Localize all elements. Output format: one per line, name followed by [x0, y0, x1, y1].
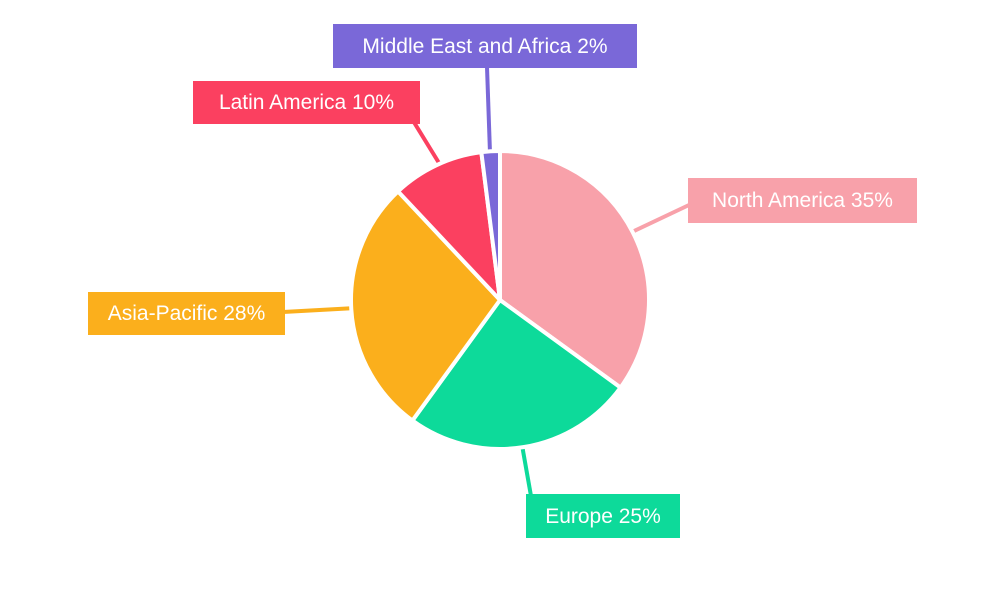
leader-lines — [282, 66, 690, 497]
pie-slice-middle-east-and-africa[interactable] — [479, 148, 502, 302]
leader-line-asia-pacific — [282, 306, 357, 314]
leader-line-middle-east-and-africa — [485, 66, 492, 154]
leader-line-latin-america — [410, 117, 441, 165]
slice-label-north-america: North America 35% — [688, 178, 917, 223]
slice-label-asia-pacific: Asia-Pacific 28% — [88, 292, 285, 335]
slice-label-europe: Europe 25% — [526, 494, 680, 538]
pie-slice-north-america[interactable] — [498, 149, 651, 390]
leader-line-north-america — [631, 203, 690, 234]
slice-label-middle-east-and-africa: Middle East and Africa 2% — [333, 24, 637, 68]
pie-slices — [349, 148, 651, 451]
pie-slice-asia-pacific[interactable] — [349, 189, 502, 423]
pie-slice-europe[interactable] — [410, 298, 623, 451]
pie-slice-latin-america[interactable] — [396, 150, 502, 302]
slice-label-latin-america: Latin America 10% — [193, 81, 420, 124]
leader-line-europe — [520, 444, 533, 497]
